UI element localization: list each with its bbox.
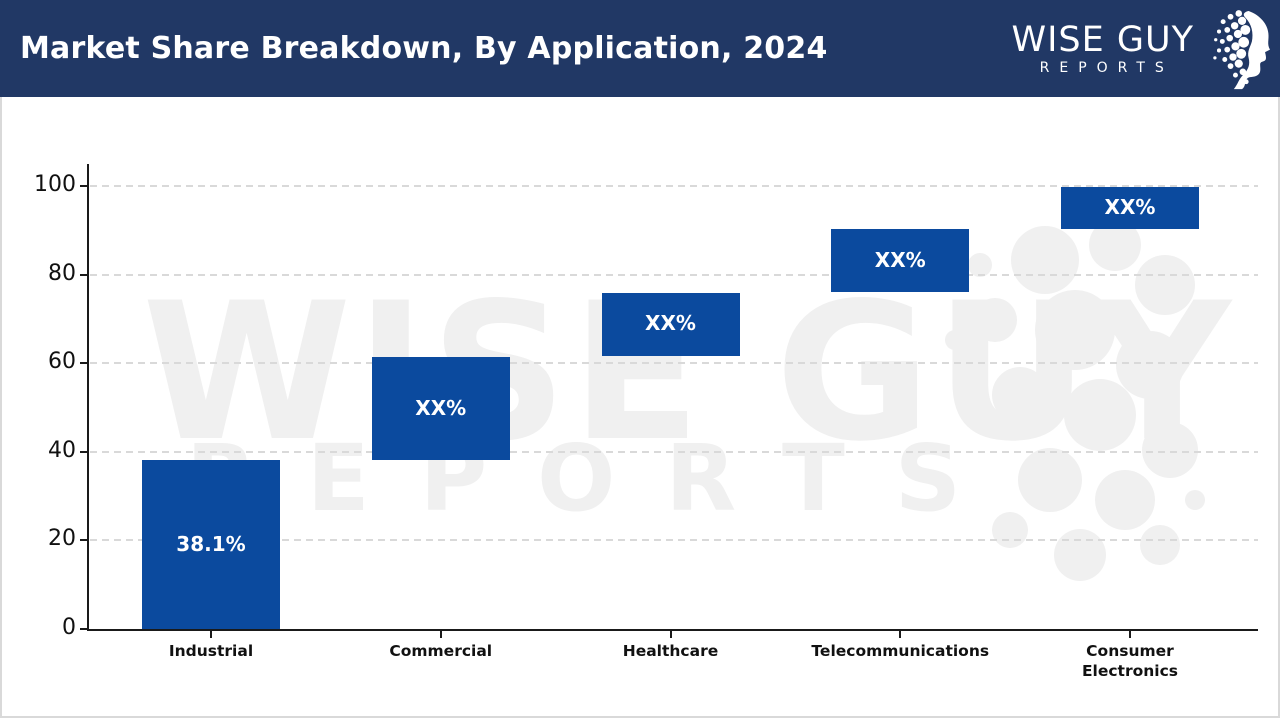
x-tick-label-healthcare: Healthcare — [622, 642, 719, 660]
y-tick-label-40: 40 — [48, 437, 76, 463]
bar-value-label-healthcare: XX% — [645, 311, 696, 336]
bar-commercial — [371, 356, 510, 461]
x-tickmark-healthcare — [669, 631, 672, 638]
bar-value-label-consumer-electronics: XX% — [1104, 194, 1156, 219]
y-tick-label-0: 0 — [62, 615, 76, 640]
y-tickmark-100 — [80, 185, 88, 187]
header-band: Market Share Breakdown, By Application, … — [0, 0, 1280, 97]
gridline-40 — [90, 450, 1258, 453]
gridline-60 — [90, 362, 1258, 365]
bar-telecommunications — [831, 229, 970, 292]
y-tickmark-20 — [80, 539, 88, 542]
x-tick-label-industrial: Industrial — [168, 642, 254, 660]
logo-text: WISE GUY REPORTS — [1011, 21, 1194, 76]
watermark-head-icon — [945, 219, 1210, 581]
gridline-80 — [90, 273, 1258, 276]
y-tick-label-100: 100 — [34, 172, 76, 197]
logo-wordmark: WISE GUY — [1011, 19, 1194, 60]
bar-value-label-industrial: 38.1% — [176, 531, 246, 556]
y-tick-label-80: 80 — [48, 260, 76, 286]
y-tickmark-80 — [80, 273, 88, 276]
x-tick-label-telecommunications: Telecommunications — [811, 642, 990, 660]
bar-industrial — [142, 460, 280, 629]
gridline-100 — [90, 185, 1258, 187]
x-tick-label-commercial: Commercial — [389, 642, 493, 660]
page-title: Market Share Breakdown, By Application, … — [20, 31, 828, 66]
bar-consumer-electronics — [1061, 187, 1199, 229]
wiseguy-logo: WISE GUY REPORTS — [1011, 6, 1270, 90]
y-axis-spine — [87, 164, 89, 631]
logo-head-icon — [1213, 10, 1270, 90]
y-tickmark-0 — [80, 628, 88, 630]
bar-healthcare — [601, 292, 740, 357]
watermark-subtext: REPORTS — [186, 425, 1012, 532]
y-tick-label-20: 20 — [48, 526, 76, 552]
x-axis-spine — [87, 629, 1258, 631]
bar-value-label-telecommunications: XX% — [874, 247, 926, 272]
x-tickmark-commercial — [439, 631, 442, 638]
y-tick-label-60: 60 — [48, 349, 76, 375]
gridline-20 — [90, 539, 1258, 542]
x-tick-label-consumer-electronics: Consumer Electronics — [1081, 642, 1179, 680]
bar-value-label-commercial: XX% — [415, 395, 467, 420]
x-tickmark-telecommunications — [899, 631, 902, 638]
logo-subtext: REPORTS — [1039, 59, 1174, 76]
y-tickmark-40 — [80, 450, 88, 453]
y-tickmark-60 — [80, 362, 88, 365]
x-tickmark-industrial — [210, 631, 212, 638]
x-tickmark-consumer-electronics — [1129, 631, 1131, 638]
